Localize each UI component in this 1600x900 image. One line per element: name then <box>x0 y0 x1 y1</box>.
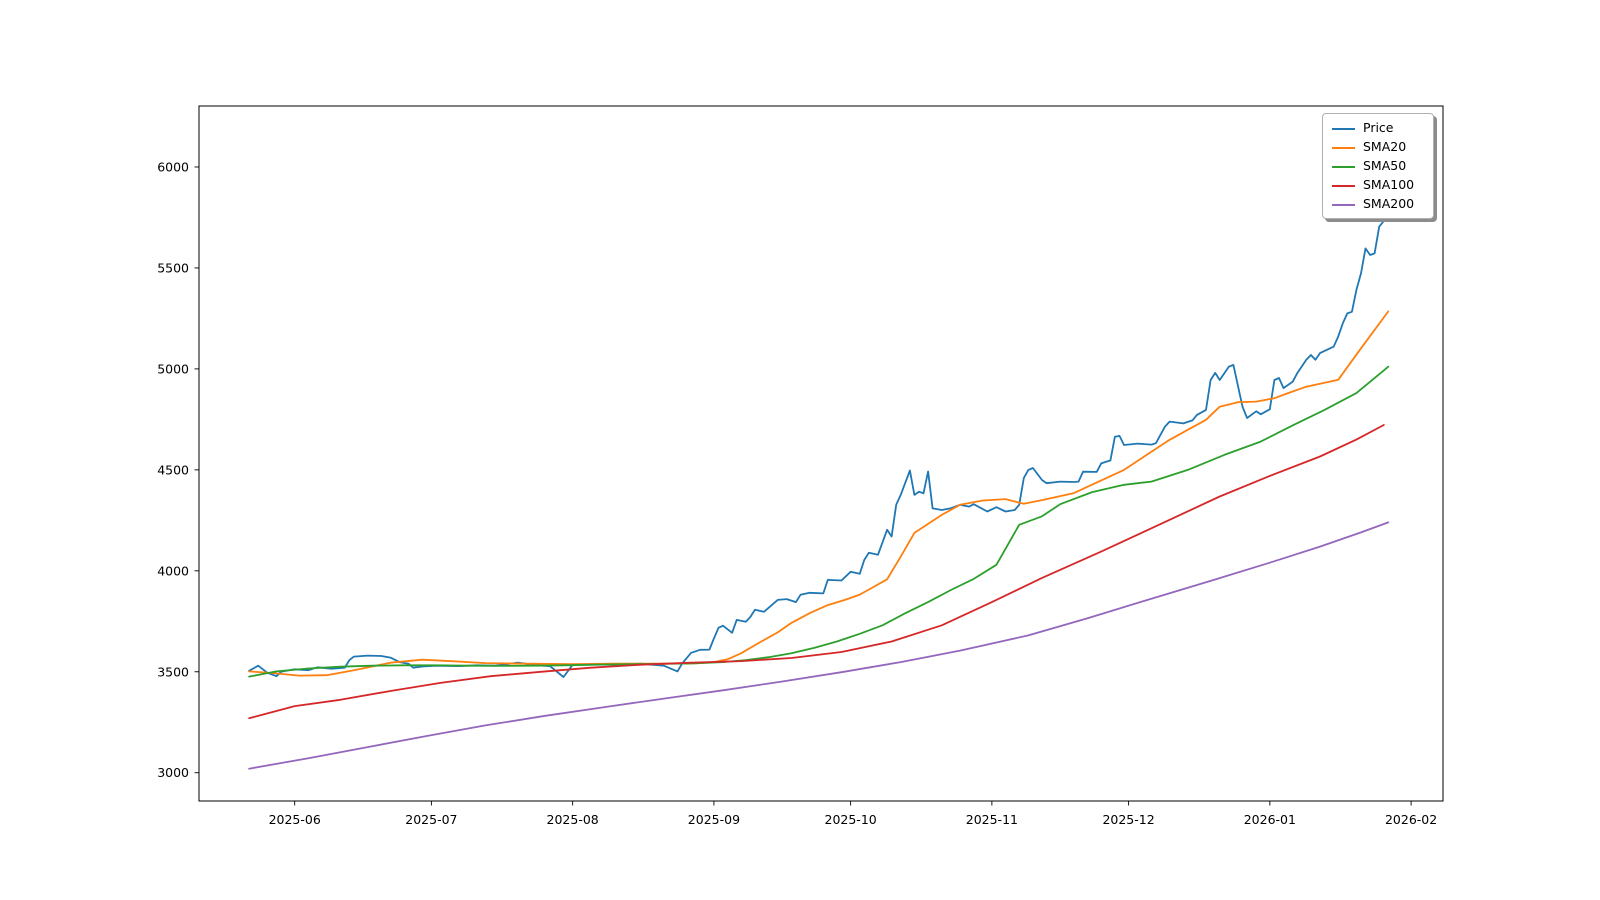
y-tick-label: 4500 <box>157 462 189 477</box>
x-tick-label: 2026-02 <box>1385 812 1437 827</box>
series-line-sma50 <box>248 365 1390 678</box>
series-line-price <box>248 214 1390 678</box>
y-tick-label: 3500 <box>157 664 189 679</box>
series-line-sma20 <box>248 310 1390 677</box>
legend-label: SMA200 <box>1363 196 1415 212</box>
legend-label: SMA100 <box>1363 177 1415 193</box>
y-tick-label: 3000 <box>157 765 189 780</box>
x-tick-label: 2025-06 <box>269 812 321 827</box>
series-line-sma200 <box>248 521 1390 770</box>
x-tick-label: 2025-07 <box>405 812 457 827</box>
legend-entry-sma50: SMA50 <box>1332 157 1424 176</box>
legend-entry-price: Price <box>1332 119 1424 138</box>
x-tick-label: 2025-11 <box>966 812 1018 827</box>
y-tick-label: 5500 <box>157 260 189 275</box>
legend: Price SMA20 SMA50 SMA100 SMA200 <box>1322 113 1434 219</box>
legend-label: SMA50 <box>1363 158 1407 174</box>
legend-label: Price <box>1363 120 1394 136</box>
legend-entry-sma20: SMA20 <box>1332 138 1424 157</box>
x-tick-label: 2025-09 <box>688 812 740 827</box>
legend-entry-sma200: SMA200 <box>1332 195 1424 214</box>
y-tick-label: 4000 <box>157 563 189 578</box>
series-line-sma100 <box>248 424 1385 720</box>
legend-line-swatch <box>1332 165 1355 168</box>
y-tick-label: 5000 <box>157 361 189 376</box>
legend-line-swatch <box>1332 203 1355 206</box>
legend-label: SMA20 <box>1363 139 1407 155</box>
x-tick-label: 2025-12 <box>1102 812 1154 827</box>
legend-line-swatch <box>1332 184 1355 187</box>
legend-line-swatch <box>1332 146 1355 149</box>
x-tick-label: 2025-08 <box>547 812 599 827</box>
legend-line-swatch <box>1332 127 1355 130</box>
legend-entry-sma100: SMA100 <box>1332 176 1424 195</box>
y-tick-label: 6000 <box>157 159 189 174</box>
x-tick-label: 2026-01 <box>1244 812 1296 827</box>
x-tick-label: 2025-10 <box>825 812 877 827</box>
plot-border <box>198 105 1444 802</box>
